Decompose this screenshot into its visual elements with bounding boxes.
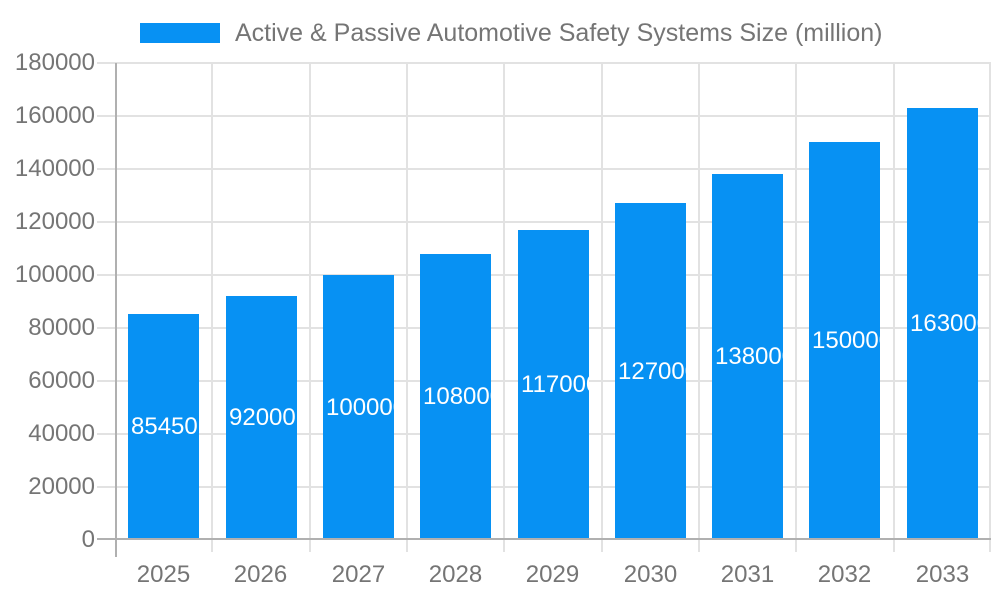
- bar-value-label: 127000: [618, 357, 686, 385]
- legend: Active & Passive Automotive Safety Syste…: [140, 13, 882, 53]
- bar[interactable]: 108000: [420, 254, 491, 540]
- gridline-vertical: [795, 63, 797, 552]
- bar-value-label: 85450: [131, 413, 198, 440]
- x-axis-label: 2025: [136, 561, 191, 588]
- bar[interactable]: 127000: [615, 203, 686, 540]
- x-axis-label: 2026: [233, 561, 288, 588]
- y-axis-line: [115, 63, 117, 557]
- bar[interactable]: 163000: [907, 108, 978, 540]
- y-axis-tick: [97, 327, 115, 329]
- bar-value-label: 108000: [423, 383, 491, 410]
- y-axis-label: 160000: [14, 102, 95, 129]
- y-axis-tick: [97, 115, 115, 117]
- bar[interactable]: 117000: [518, 230, 589, 540]
- y-axis-tick: [97, 168, 115, 170]
- gridline-horizontal: [115, 62, 991, 64]
- gridline-horizontal: [115, 168, 991, 170]
- bar[interactable]: 150000: [809, 142, 880, 540]
- y-axis-label: 120000: [14, 208, 95, 235]
- y-axis-label: 180000: [14, 49, 95, 76]
- plot-area: 0 20000 40000 60000 80000 100000 120000 140000 1…: [15, 49, 991, 588]
- y-axis-tick: [97, 433, 115, 435]
- y-axis-tick: [97, 62, 115, 64]
- x-axis-label: 2029: [525, 561, 580, 588]
- y-axis-label: 140000: [14, 155, 95, 182]
- bar-value-label: 100000: [326, 393, 394, 421]
- gridline-vertical: [503, 63, 505, 552]
- x-axis-label: 2028: [428, 561, 483, 588]
- gridline-horizontal: [115, 221, 991, 223]
- gridline-vertical: [989, 63, 991, 552]
- gridline-vertical: [601, 63, 603, 552]
- y-axis-tick: [97, 221, 115, 223]
- gridline-vertical: [309, 63, 311, 552]
- gridline-vertical: [406, 63, 408, 552]
- x-axis-label: 2027: [331, 561, 386, 588]
- gridline-vertical: [893, 63, 895, 552]
- x-axis-label: 2032: [817, 561, 872, 588]
- gridline-vertical: [211, 63, 213, 552]
- y-axis-tick: [97, 274, 115, 276]
- x-axis-label: 2030: [623, 561, 678, 588]
- bar[interactable]: 138000: [712, 174, 783, 540]
- gridline-horizontal: [115, 115, 991, 117]
- bar-value-label: 163000: [910, 310, 978, 337]
- y-axis-label: 20000: [28, 473, 95, 500]
- bar-value-label: 92000: [229, 404, 296, 431]
- y-axis-label: 80000: [28, 314, 95, 341]
- y-axis-tick: [97, 486, 115, 488]
- y-axis-tick: [97, 380, 115, 382]
- legend-label: Active & Passive Automotive Safety Syste…: [235, 18, 883, 47]
- y-axis-label: 0: [81, 526, 95, 553]
- legend-swatch: [140, 23, 220, 43]
- bar-value-label: 150000: [812, 327, 880, 354]
- bar-value-label: 138000: [715, 343, 783, 370]
- y-axis-label: 100000: [14, 261, 95, 288]
- x-axis-label: 2031: [720, 561, 775, 588]
- bar[interactable]: 100000: [323, 275, 394, 540]
- bar[interactable]: 85450: [128, 314, 199, 540]
- bar[interactable]: 92000: [226, 296, 297, 540]
- x-axis-label: 2033: [915, 561, 970, 588]
- x-axis-baseline: [97, 538, 991, 540]
- bar-value-label: 117000: [521, 371, 589, 398]
- y-axis-label: 40000: [28, 420, 95, 447]
- y-axis-label: 60000: [28, 367, 95, 394]
- gridline-vertical: [698, 63, 700, 552]
